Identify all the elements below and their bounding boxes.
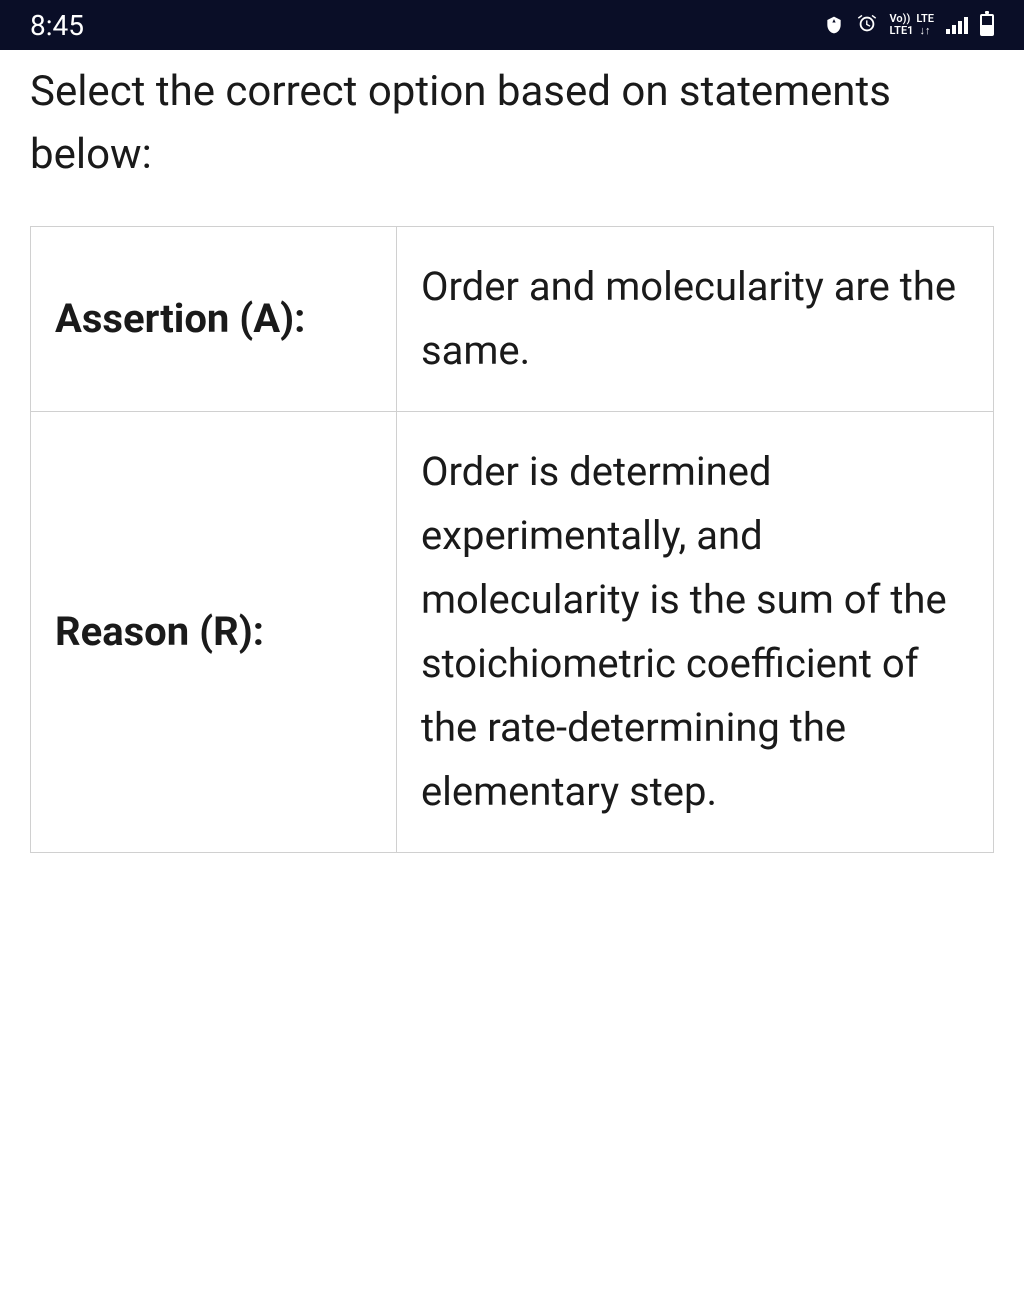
assertion-label: Assertion (A): <box>31 227 397 412</box>
signal-icon <box>946 16 968 34</box>
battery-icon <box>980 14 994 36</box>
alarm-icon <box>856 9 878 42</box>
network-indicator: Vo)) LTE LTE1 ↓↑ <box>890 13 934 37</box>
question-prompt: Select the correct option based on state… <box>30 60 994 186</box>
network-arrows: ↓↑ <box>919 25 930 37</box>
status-bar: 8:45 Vo)) LTE LTE1 ↓↑ <box>0 0 1024 50</box>
table-row: Assertion (A): Order and molecularity ar… <box>31 227 994 412</box>
assertion-value: Order and molecularity are the same. <box>396 227 993 412</box>
camera-icon <box>824 9 844 42</box>
status-icons: Vo)) LTE LTE1 ↓↑ <box>824 9 994 42</box>
reason-label: Reason (R): <box>31 412 397 853</box>
reason-value: Order is determined experimentally, and … <box>396 412 993 853</box>
table-row: Reason (R): Order is determined experime… <box>31 412 994 853</box>
network-lte1: LTE1 <box>890 25 914 37</box>
content-area: Select the correct option based on state… <box>0 50 1024 883</box>
assertion-reason-table: Assertion (A): Order and molecularity ar… <box>30 226 994 853</box>
status-time: 8:45 <box>30 9 84 42</box>
